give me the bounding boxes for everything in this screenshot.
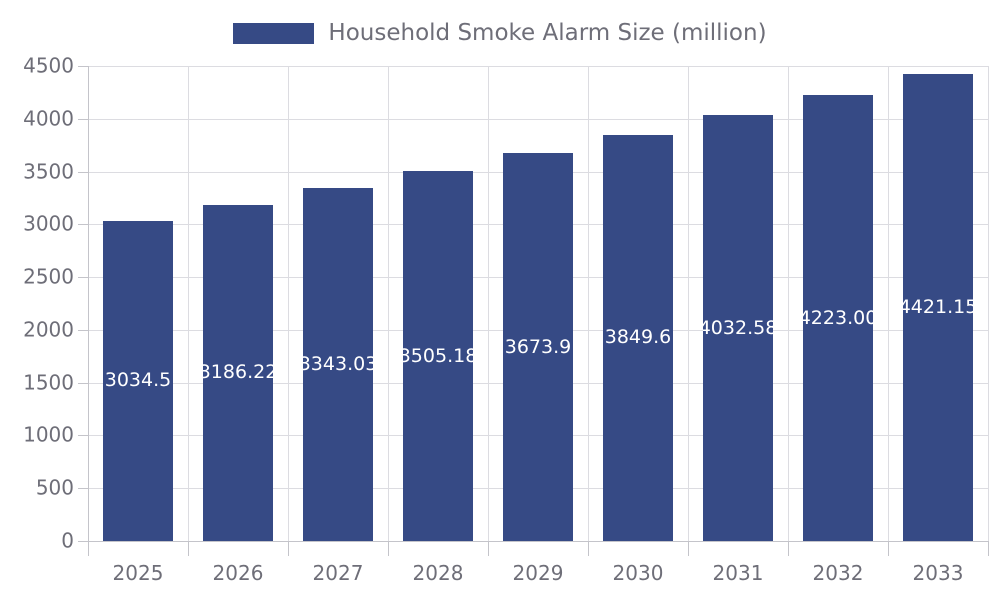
- y-axis-tick: [78, 66, 88, 67]
- y-tick-label: 1500: [23, 370, 74, 395]
- legend[interactable]: Household Smoke Alarm Size (million): [0, 20, 1000, 48]
- bar-2027[interactable]: 3343.03: [303, 188, 373, 541]
- y-tick-label: 500: [35, 475, 74, 500]
- x-tick-label: 2028: [412, 561, 464, 585]
- x-axis-tick: [888, 541, 889, 556]
- bar-value-label: 4032.58: [703, 316, 773, 339]
- x-tick-label: 2031: [712, 561, 764, 585]
- gridline-horizontal: [88, 66, 988, 67]
- bar-2032[interactable]: 4223.00: [803, 95, 873, 541]
- x-tick-label: 2029: [512, 561, 564, 585]
- x-axis-tick: [588, 541, 589, 556]
- bar-2033[interactable]: 4421.15: [903, 74, 973, 541]
- y-axis-tick: [78, 277, 88, 279]
- x-axis-tick: [188, 541, 189, 556]
- y-tick-label: 2000: [23, 317, 74, 342]
- y-axis-tick: [78, 541, 88, 542]
- y-axis-tick: [78, 118, 88, 120]
- y-tick-label: 4500: [23, 53, 74, 78]
- y-axis-tick: [78, 488, 88, 490]
- bar-2028[interactable]: 3505.18: [403, 171, 473, 541]
- gridline-vertical: [888, 66, 889, 541]
- y-axis-tick: [78, 171, 88, 173]
- gridline-vertical: [388, 66, 389, 541]
- y-tick-label: 2500: [23, 264, 74, 289]
- gridline-vertical: [188, 66, 189, 541]
- gridline-vertical: [788, 66, 789, 541]
- y-axis-tick: [78, 224, 88, 226]
- bar-value-label: 3673.9: [504, 335, 572, 358]
- bar-2030[interactable]: 3849.6: [603, 134, 673, 541]
- gridline-horizontal: [88, 118, 988, 120]
- x-axis-tick: [988, 541, 989, 556]
- x-tick-label: 2032: [812, 561, 864, 585]
- bar-2029[interactable]: 3673.9: [503, 153, 573, 541]
- legend-label: Household Smoke Alarm Size (million): [328, 20, 767, 46]
- y-axis-tick: [78, 435, 88, 437]
- y-axis-tick: [78, 329, 88, 331]
- bar-2031[interactable]: 4032.58: [703, 115, 773, 541]
- bar-value-label: 3186.22: [203, 361, 273, 384]
- x-tick-label: 2030: [612, 561, 664, 585]
- y-tick-label: 4000: [23, 106, 74, 131]
- x-axis-tick: [288, 541, 289, 556]
- x-axis-line: [88, 541, 988, 542]
- gridline-vertical: [688, 66, 689, 541]
- x-tick-label: 2026: [212, 561, 264, 585]
- bar-2025[interactable]: 3034.5: [103, 220, 173, 541]
- x-tick-label: 2033: [912, 561, 964, 585]
- bar-value-label: 3034.5: [104, 369, 172, 392]
- bar-value-label: 3849.6: [604, 326, 672, 349]
- y-tick-label: 3000: [23, 211, 74, 236]
- x-axis-tick: [788, 541, 789, 556]
- x-axis-tick: [688, 541, 689, 556]
- x-axis-tick: [88, 541, 89, 556]
- gridline-vertical: [988, 66, 989, 541]
- bar-2026[interactable]: 3186.22: [203, 204, 273, 541]
- y-axis-line: [88, 66, 89, 556]
- gridline-vertical: [488, 66, 489, 541]
- gridline-vertical: [288, 66, 289, 541]
- bar-value-label: 4421.15: [903, 296, 973, 319]
- y-axis-tick: [78, 382, 88, 384]
- bar-value-label: 4223.00: [803, 306, 873, 329]
- x-axis-tick: [488, 541, 489, 556]
- gridline-vertical: [588, 66, 589, 541]
- bar-value-label: 3343.03: [303, 353, 373, 376]
- y-tick-label: 3500: [23, 159, 74, 184]
- y-tick-label: 0: [61, 528, 74, 553]
- x-tick-label: 2027: [312, 561, 364, 585]
- x-tick-label: 2025: [112, 561, 164, 585]
- x-axis-tick: [388, 541, 389, 556]
- legend-swatch-icon: [233, 23, 315, 45]
- y-tick-label: 1000: [23, 422, 74, 447]
- bar-value-label: 3505.18: [403, 344, 473, 367]
